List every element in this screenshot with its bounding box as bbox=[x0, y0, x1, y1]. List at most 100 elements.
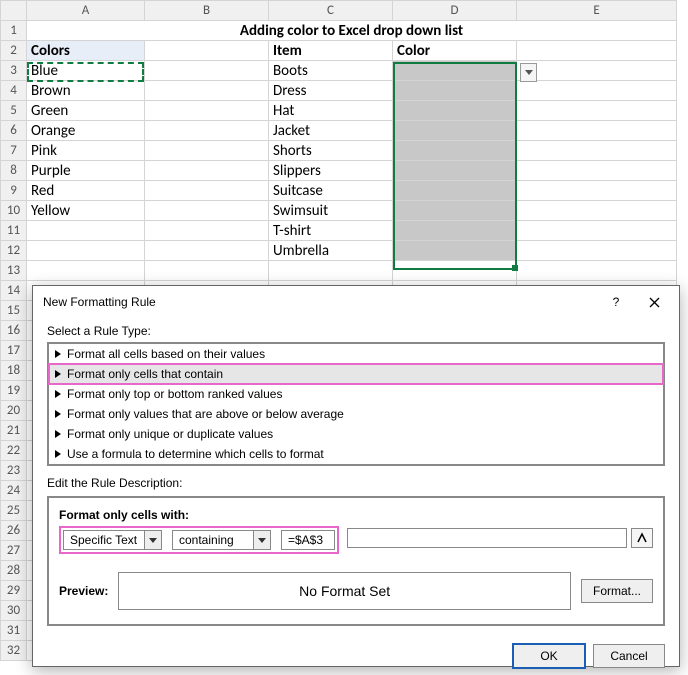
cell[interactable] bbox=[517, 81, 677, 101]
col-header-e[interactable]: E bbox=[517, 1, 677, 21]
cell[interactable]: Green bbox=[27, 101, 145, 121]
cell[interactable] bbox=[517, 221, 677, 241]
cell[interactable] bbox=[27, 241, 145, 261]
rule-type-item[interactable]: Use a formula to determine which cells t… bbox=[49, 444, 663, 464]
row-header[interactable]: 2 bbox=[1, 41, 27, 61]
cell[interactable] bbox=[517, 121, 677, 141]
cell[interactable]: Yellow bbox=[27, 201, 145, 221]
cell[interactable] bbox=[393, 181, 517, 201]
rule-type-item[interactable]: Format all cells based on their values bbox=[49, 344, 663, 364]
row-header[interactable]: 8 bbox=[1, 161, 27, 181]
help-button[interactable]: ? bbox=[597, 289, 635, 315]
row-header[interactable]: 13 bbox=[1, 261, 27, 281]
cell[interactable] bbox=[517, 241, 677, 261]
row-header[interactable]: 19 bbox=[1, 381, 27, 401]
cell[interactable] bbox=[145, 181, 269, 201]
cell[interactable] bbox=[393, 101, 517, 121]
cancel-button[interactable]: Cancel bbox=[593, 644, 665, 668]
cell[interactable] bbox=[517, 181, 677, 201]
cell[interactable]: Suitcase bbox=[269, 181, 393, 201]
row-header[interactable]: 22 bbox=[1, 441, 27, 461]
cell[interactable]: Orange bbox=[27, 121, 145, 141]
cell[interactable]: Umbrella bbox=[269, 241, 393, 261]
cell[interactable]: Hat bbox=[269, 101, 393, 121]
cell[interactable]: Brown bbox=[27, 81, 145, 101]
rule-type-item[interactable]: Format only unique or duplicate values bbox=[49, 424, 663, 444]
col-header-a[interactable]: A bbox=[27, 1, 145, 21]
cell[interactable]: Item bbox=[269, 41, 393, 61]
format-button[interactable]: Format... bbox=[581, 579, 653, 603]
dialog-titlebar[interactable]: New Formatting Rule ? bbox=[33, 286, 679, 318]
row-header[interactable]: 3 bbox=[1, 61, 27, 81]
row-header[interactable]: 32 bbox=[1, 641, 27, 661]
row-header[interactable]: 28 bbox=[1, 561, 27, 581]
col-header-d[interactable]: D bbox=[393, 1, 517, 21]
cell[interactable]: Blue bbox=[27, 61, 145, 81]
cell[interactable] bbox=[393, 141, 517, 161]
cell[interactable]: Purple bbox=[27, 161, 145, 181]
row-header[interactable]: 15 bbox=[1, 301, 27, 321]
condition-type-combo[interactable]: Specific Text bbox=[63, 530, 162, 550]
rule-type-item[interactable]: Format only values that are above or bel… bbox=[49, 404, 663, 424]
reference-input-ext[interactable] bbox=[347, 528, 627, 548]
cell[interactable]: Jacket bbox=[269, 121, 393, 141]
close-button[interactable] bbox=[635, 289, 673, 315]
rule-type-item[interactable]: Format only top or bottom ranked values bbox=[49, 384, 663, 404]
row-header[interactable]: 26 bbox=[1, 521, 27, 541]
cell[interactable] bbox=[393, 61, 517, 81]
cell[interactable]: Red bbox=[27, 181, 145, 201]
cell[interactable]: Boots bbox=[269, 61, 393, 81]
cell[interactable]: Pink bbox=[27, 141, 145, 161]
cell[interactable]: Dress bbox=[269, 81, 393, 101]
row-header[interactable]: 21 bbox=[1, 421, 27, 441]
cell[interactable]: Shorts bbox=[269, 141, 393, 161]
cell[interactable] bbox=[393, 81, 517, 101]
cell[interactable]: T-shirt bbox=[269, 221, 393, 241]
cell[interactable]: Slippers bbox=[269, 161, 393, 181]
title-cell[interactable]: Adding color to Excel drop down list bbox=[27, 21, 677, 41]
cell[interactable] bbox=[517, 161, 677, 181]
cell[interactable] bbox=[393, 121, 517, 141]
cell[interactable] bbox=[517, 41, 677, 61]
row-header[interactable]: 23 bbox=[1, 461, 27, 481]
cell[interactable] bbox=[145, 221, 269, 241]
cell[interactable] bbox=[517, 141, 677, 161]
cell[interactable] bbox=[517, 101, 677, 121]
row-header[interactable]: 29 bbox=[1, 581, 27, 601]
cell[interactable] bbox=[145, 141, 269, 161]
operator-combo[interactable]: containing bbox=[172, 530, 271, 550]
range-picker-button[interactable] bbox=[631, 528, 653, 548]
cell[interactable] bbox=[145, 41, 269, 61]
cell[interactable] bbox=[145, 121, 269, 141]
row-header[interactable]: 31 bbox=[1, 621, 27, 641]
cell[interactable] bbox=[27, 221, 145, 241]
row-header[interactable]: 20 bbox=[1, 401, 27, 421]
reference-input[interactable]: =$A$3 bbox=[281, 530, 335, 550]
col-header-c[interactable]: C bbox=[269, 1, 393, 21]
row-header[interactable]: 24 bbox=[1, 481, 27, 501]
row-header[interactable]: 30 bbox=[1, 601, 27, 621]
row-header[interactable]: 27 bbox=[1, 541, 27, 561]
row-header[interactable]: 17 bbox=[1, 341, 27, 361]
row-header[interactable]: 12 bbox=[1, 241, 27, 261]
row-header[interactable]: 10 bbox=[1, 201, 27, 221]
dropdown-button[interactable] bbox=[520, 63, 537, 82]
row-header[interactable]: 16 bbox=[1, 321, 27, 341]
row-header[interactable]: 7 bbox=[1, 141, 27, 161]
col-header-b[interactable]: B bbox=[145, 1, 269, 21]
cell[interactable] bbox=[393, 201, 517, 221]
cell[interactable] bbox=[145, 61, 269, 81]
cell[interactable] bbox=[145, 161, 269, 181]
row-header[interactable]: 11 bbox=[1, 221, 27, 241]
row-header[interactable]: 6 bbox=[1, 121, 27, 141]
cell[interactable] bbox=[145, 101, 269, 121]
cell[interactable] bbox=[393, 241, 517, 261]
row-header[interactable]: 14 bbox=[1, 281, 27, 301]
cell[interactable] bbox=[393, 221, 517, 241]
rule-type-list[interactable]: Format all cells based on their values F… bbox=[47, 342, 665, 466]
cell[interactable] bbox=[145, 241, 269, 261]
row-header[interactable]: 4 bbox=[1, 81, 27, 101]
cell[interactable]: Color bbox=[393, 41, 517, 61]
row-header[interactable]: 25 bbox=[1, 501, 27, 521]
corner-cell[interactable] bbox=[1, 1, 27, 21]
